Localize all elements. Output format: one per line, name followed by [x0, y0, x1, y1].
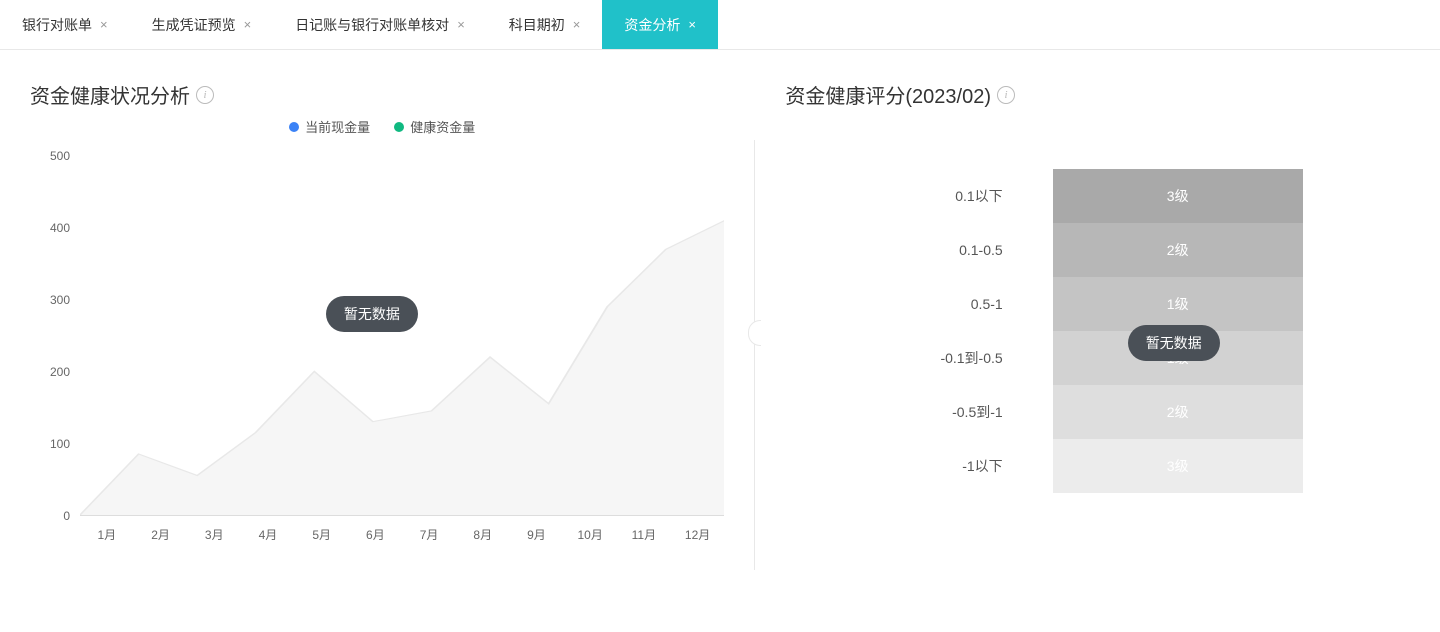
x-tick: 9月: [510, 516, 564, 556]
x-tick: 3月: [187, 516, 241, 556]
score-level-bar: 1级: [1053, 277, 1303, 331]
panel-title-right: 资金健康评分(2023/02) i: [785, 80, 1410, 109]
close-icon[interactable]: ×: [457, 18, 465, 31]
x-tick: 10月: [563, 516, 617, 556]
y-tick: 300: [50, 293, 70, 307]
score-range-label: 0.1-0.5: [893, 223, 1053, 277]
score-range-label: 0.1以下: [893, 169, 1053, 223]
chart-container: 0100200300400500 1月2月3月4月5月6月7月8月9月10月11…: [30, 156, 734, 556]
tab-日记账与银行对账单核对[interactable]: 日记账与银行对账单核对 ×: [273, 0, 487, 49]
close-icon[interactable]: ×: [244, 18, 252, 31]
y-axis: 0100200300400500: [30, 156, 80, 516]
info-icon[interactable]: i: [196, 86, 214, 104]
x-tick: 5月: [295, 516, 349, 556]
title-text: 资金健康状况分析: [30, 80, 190, 109]
info-icon[interactable]: i: [997, 86, 1015, 104]
y-tick: 400: [50, 221, 70, 235]
close-icon[interactable]: ×: [100, 18, 108, 31]
tab-资金分析[interactable]: 资金分析 ×: [602, 0, 718, 49]
score-range-labels: 0.1以下0.1-0.50.5-1-0.1到-0.5-0.5到-1-1以下: [893, 169, 1053, 493]
legend-dot: [394, 122, 404, 132]
y-tick: 0: [63, 509, 70, 523]
panel-title-left: 资金健康状况分析 i: [30, 80, 734, 109]
x-tick: 4月: [241, 516, 295, 556]
tab-label: 科目期初: [509, 15, 565, 35]
x-tick: 11月: [617, 516, 671, 556]
legend-label: 健康资金量: [410, 117, 475, 136]
score-level-bar: 2级: [1053, 385, 1303, 439]
tab-银行对账单[interactable]: 银行对账单 ×: [0, 0, 130, 49]
x-tick: 1月: [80, 516, 134, 556]
score-level-bar: 3级: [1053, 169, 1303, 223]
x-tick: 8月: [456, 516, 510, 556]
chart-legend: 当前现金量 健康资金量: [30, 117, 734, 136]
score-range-label: -0.5到-1: [893, 385, 1053, 439]
close-icon[interactable]: ×: [688, 18, 696, 31]
score-level-bars: 3级2级1级1级2级3级暂无数据: [1053, 169, 1303, 493]
score-range-label: 0.5-1: [893, 277, 1053, 331]
content-area: 资金健康状况分析 i 当前现金量 健康资金量 0 100 200 300 400 500 1…: [0, 50, 1440, 570]
legend-item[interactable]: 当前现金量: [289, 117, 370, 136]
score-range-label: -1以下: [893, 439, 1053, 493]
no-data-badge: 暂无数据: [1128, 325, 1220, 361]
score-range-label: -0.1到-0.5: [893, 331, 1053, 385]
no-data-badge: 暂无数据: [326, 296, 418, 332]
y-tick: 100: [50, 437, 70, 451]
x-tick: 2月: [134, 516, 188, 556]
legend-label: 当前现金量: [305, 117, 370, 136]
tab-label: 生成凭证预览: [152, 15, 236, 35]
tab-label: 资金分析: [624, 15, 680, 35]
panel-health-score: 资金健康评分(2023/02) i 0.1以下0.1-0.50.5-1-0.1到…: [755, 80, 1410, 570]
x-tick: 7月: [402, 516, 456, 556]
tab-bar: 银行对账单 × 生成凭证预览 × 日记账与银行对账单核对 × 科目期初 × 资金分析 ×: [0, 0, 1440, 50]
tab-label: 银行对账单: [22, 15, 92, 35]
plot-area: [80, 156, 724, 516]
score-table: 0.1以下0.1-0.50.5-1-0.1到-0.5-0.5到-1-1以下 3级…: [785, 169, 1410, 493]
y-tick: 500: [50, 149, 70, 163]
tab-科目期初[interactable]: 科目期初 ×: [487, 0, 603, 49]
x-tick: 12月: [671, 516, 725, 556]
tab-label: 日记账与银行对账单核对: [295, 15, 449, 35]
x-axis: 1月2月3月4月5月6月7月8月9月10月11月12月: [80, 516, 724, 556]
legend-dot: [289, 122, 299, 132]
title-text: 资金健康评分(2023/02): [785, 80, 991, 109]
tab-生成凭证预览[interactable]: 生成凭证预览 ×: [130, 0, 274, 49]
y-tick: 200: [50, 365, 70, 379]
panel-health-analysis: 资金健康状况分析 i 当前现金量 健康资金量 0 100 200 300 400 500 1…: [30, 80, 754, 570]
x-tick: 6月: [349, 516, 403, 556]
score-level-bar: 2级: [1053, 223, 1303, 277]
close-icon[interactable]: ×: [573, 18, 581, 31]
score-level-bar: 3级: [1053, 439, 1303, 493]
legend-item[interactable]: 健康资金量: [394, 117, 475, 136]
